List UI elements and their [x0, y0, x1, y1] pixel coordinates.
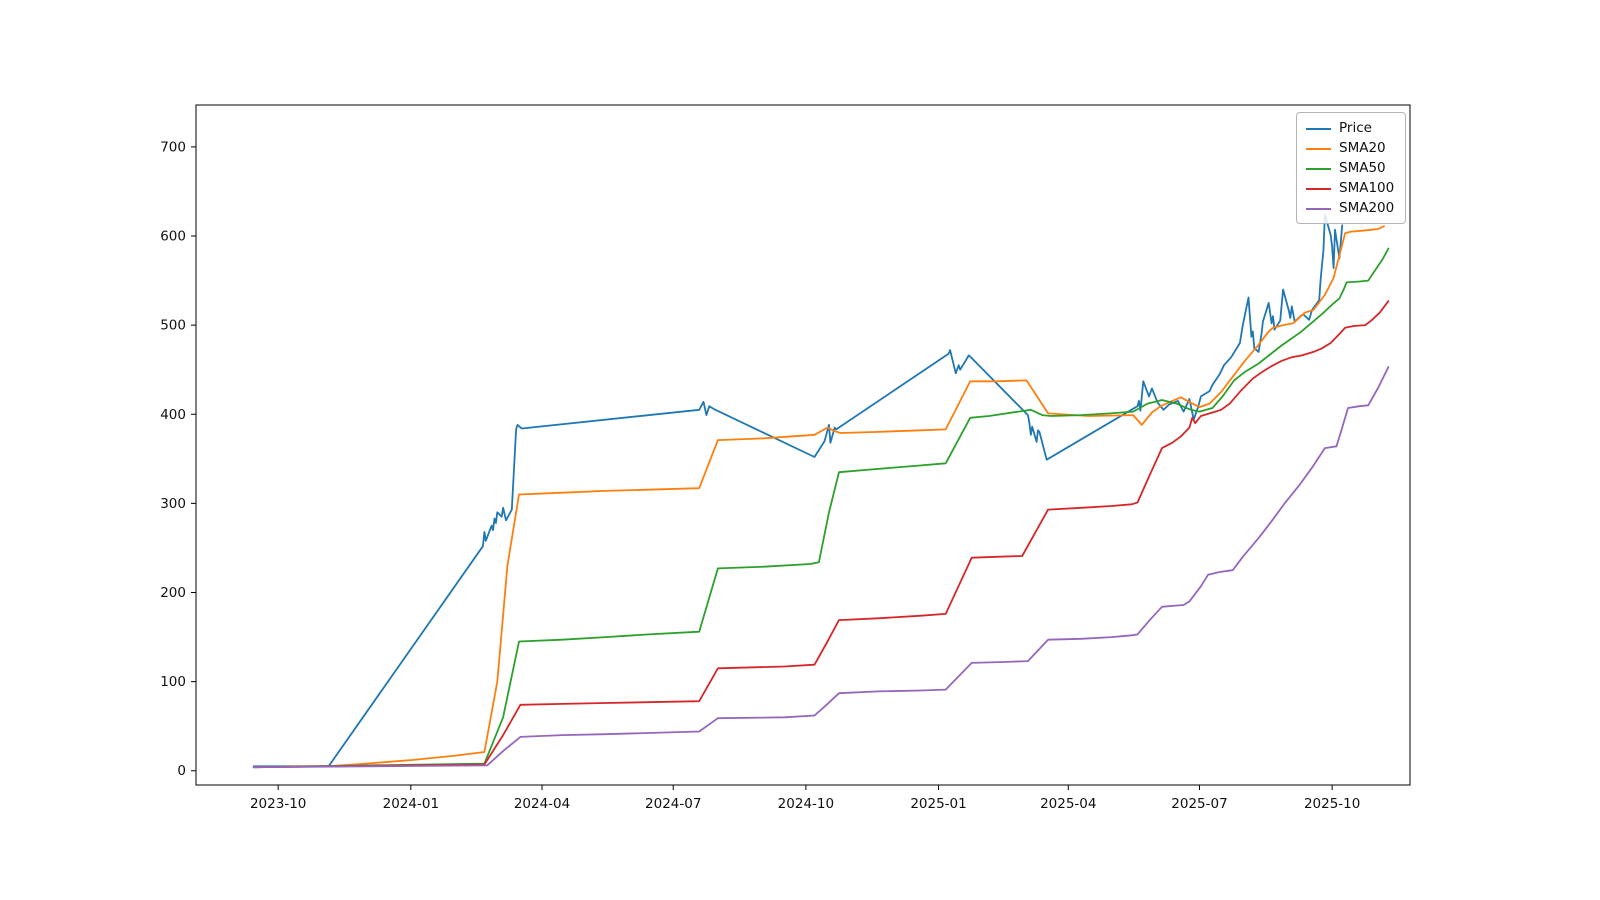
legend-line-swatch-sma200 [1306, 207, 1331, 210]
y-tick-label: 0 [177, 763, 186, 779]
x-tick-label: 2025-10 [1304, 796, 1360, 812]
plot-area [195, 104, 1411, 786]
x-tick-label: 2024-04 [514, 796, 570, 812]
legend-line-swatch-sma100 [1306, 187, 1331, 190]
series-line-sma100 [252, 300, 1390, 769]
legend-label-sma100: SMA100 [1339, 180, 1395, 196]
y-tick-label: 700 [160, 139, 186, 155]
y-tick-label: 100 [160, 674, 186, 690]
plot-frame [195, 104, 1411, 786]
legend-line-swatch-price [1306, 127, 1331, 130]
y-tick-label: 200 [160, 585, 186, 601]
legend-item-sma100: SMA100 [1306, 180, 1396, 197]
x-tick-label: 2025-04 [1040, 796, 1096, 812]
series-line-price [252, 213, 1344, 768]
x-tick-label: 2025-01 [910, 796, 966, 812]
legend-line-swatch-sma20 [1306, 147, 1331, 150]
y-tick-label: 600 [160, 229, 186, 245]
y-tick-label: 400 [160, 407, 186, 423]
x-tick-label: 2024-01 [383, 796, 439, 812]
legend-label-sma50: SMA50 [1339, 160, 1386, 176]
legend-label-sma200: SMA200 [1339, 200, 1395, 216]
legend-item-sma20: SMA20 [1306, 140, 1396, 157]
legend: Price SMA20 SMA50 SMA100 SMA200 [1296, 112, 1406, 224]
series-lines [252, 213, 1390, 769]
x-tick-label: 2025-07 [1171, 796, 1227, 812]
x-tick-label: 2023-10 [250, 796, 306, 812]
series-line-sma50 [252, 247, 1390, 769]
x-tick-label: 2024-07 [645, 796, 701, 812]
x-tick-label: 2024-10 [778, 796, 834, 812]
y-tick-label: 300 [160, 496, 186, 512]
legend-item-sma50: SMA50 [1306, 160, 1396, 177]
y-tick-label: 500 [160, 318, 186, 334]
legend-label-price: Price [1339, 120, 1372, 136]
legend-item-sma200: SMA200 [1306, 200, 1396, 217]
legend-label-sma20: SMA20 [1339, 140, 1386, 156]
legend-line-swatch-sma50 [1306, 167, 1331, 170]
legend-item-price: Price [1306, 120, 1396, 137]
series-line-sma20 [252, 225, 1385, 769]
series-line-sma200 [252, 366, 1390, 769]
axis-ticks: 2023-10 2024-01 2024-04 2024-07 2024-10 2025-… [160, 139, 1360, 812]
